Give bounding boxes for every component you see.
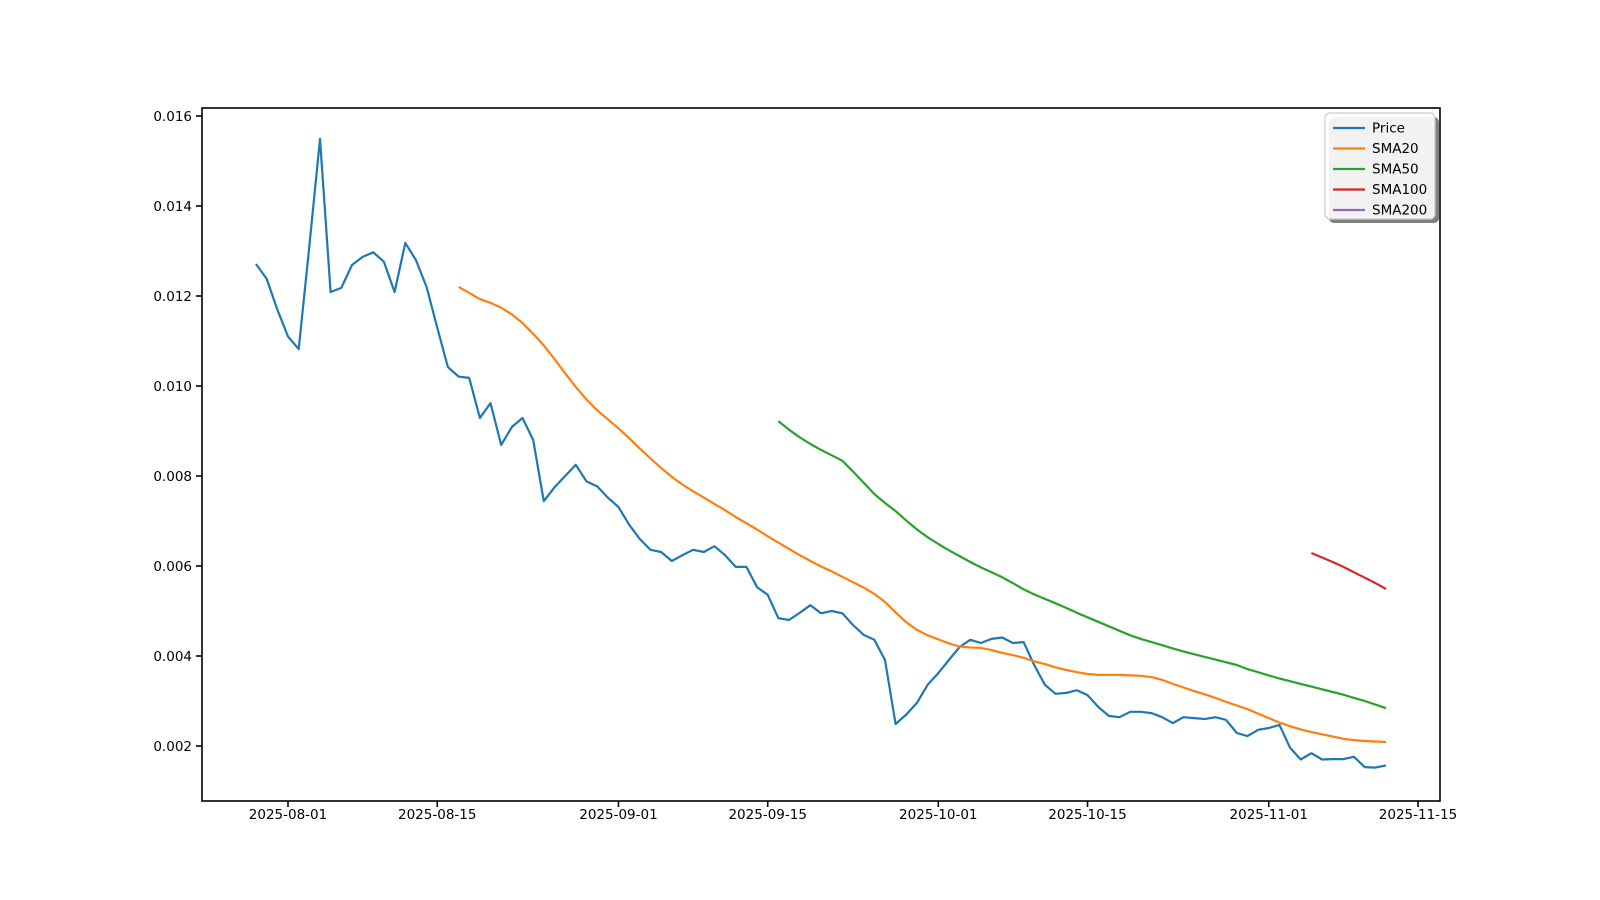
x-tick-label: 2025-09-01 [579, 807, 657, 823]
x-tick-label: 2025-08-01 [249, 807, 327, 823]
legend-label-sma200: SMA200 [1372, 203, 1427, 219]
x-tick-label: 2025-11-01 [1230, 807, 1308, 823]
legend-label-sma100: SMA100 [1372, 182, 1427, 198]
legend-label-sma20: SMA20 [1372, 141, 1419, 157]
y-tick-label: 0.010 [153, 379, 192, 395]
plot-frame [201, 107, 1441, 802]
series-lines [255, 137, 1387, 769]
y-tick-label: 0.012 [153, 289, 192, 305]
y-tick-label: 0.006 [153, 559, 192, 575]
y-tick-label: 0.014 [153, 199, 192, 215]
legend-box [1324, 112, 1436, 220]
sma100-line [1310, 551, 1387, 590]
x-tick-label: 2025-11-15 [1379, 807, 1457, 823]
y-tick-label: 0.002 [153, 739, 192, 755]
legend-label-sma50: SMA50 [1372, 162, 1419, 178]
y-tick-label: 0.004 [153, 649, 192, 665]
sma20-line [458, 286, 1387, 744]
y-tick-label: 0.016 [153, 109, 192, 125]
x-tick-label: 2025-10-01 [899, 807, 977, 823]
price-line [255, 137, 1387, 769]
sma50-line [777, 420, 1387, 710]
x-tick-label: 2025-08-15 [398, 807, 476, 823]
axes: 2025-08-01 2025-08-15 2025-09-01 2025-09-15… [153, 107, 1457, 823]
legend: Price SMA20 SMA50 SMA100 SMA200 [1324, 112, 1439, 223]
x-tick-label: 2025-10-15 [1048, 807, 1126, 823]
x-tick-label: 2025-09-15 [728, 807, 806, 823]
y-tick-label: 0.008 [153, 469, 192, 485]
legend-label-price: Price [1372, 121, 1405, 137]
